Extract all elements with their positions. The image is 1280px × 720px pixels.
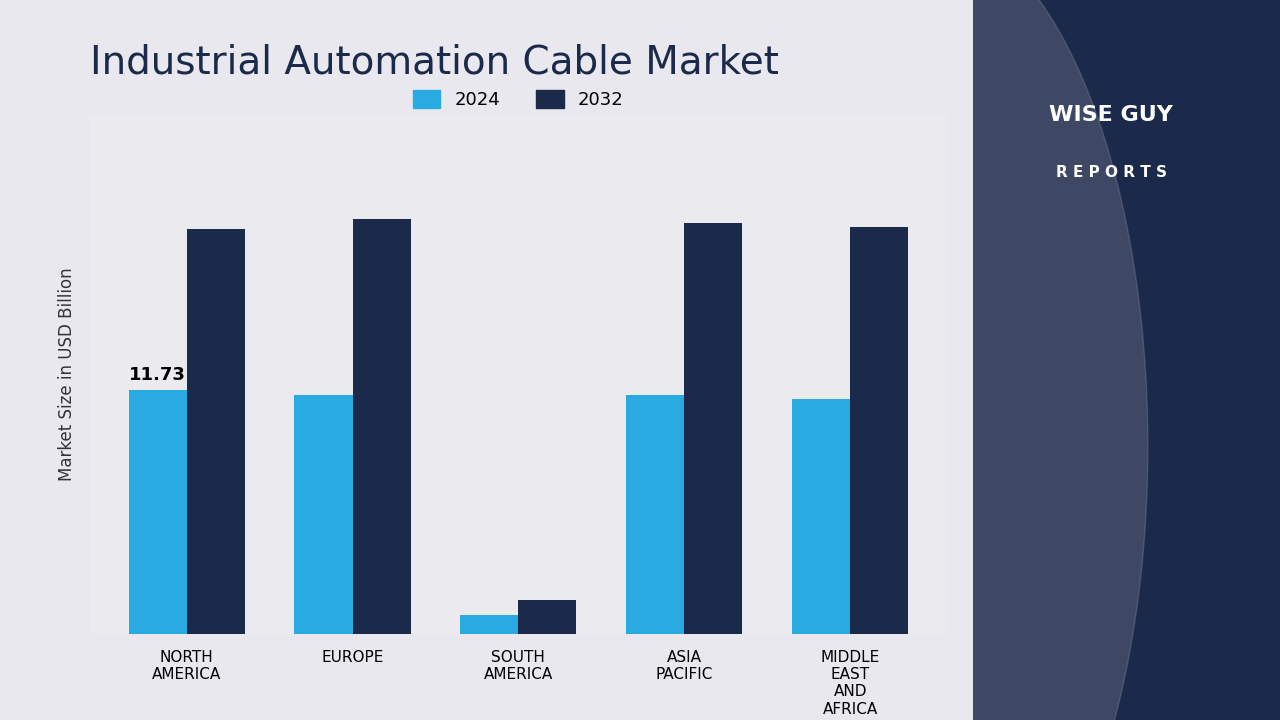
- Bar: [294, 395, 352, 634]
- Bar: [128, 390, 187, 634]
- Circle shape: [705, 0, 1148, 720]
- Bar: [850, 228, 909, 634]
- Text: R E P O R T S: R E P O R T S: [1056, 166, 1166, 180]
- Bar: [685, 223, 742, 634]
- Y-axis label: Market Size in USD Billion: Market Size in USD Billion: [58, 268, 76, 481]
- Text: WISE GUY: WISE GUY: [1050, 105, 1172, 125]
- Bar: [352, 219, 411, 634]
- Bar: [518, 600, 576, 634]
- Bar: [187, 229, 244, 634]
- Bar: [461, 615, 518, 634]
- Bar: [626, 395, 685, 634]
- Bar: [792, 400, 850, 634]
- Legend: 2024, 2032: 2024, 2032: [406, 83, 631, 117]
- Text: Industrial Automation Cable Market: Industrial Automation Cable Market: [90, 43, 778, 81]
- Text: 11.73: 11.73: [129, 366, 186, 384]
